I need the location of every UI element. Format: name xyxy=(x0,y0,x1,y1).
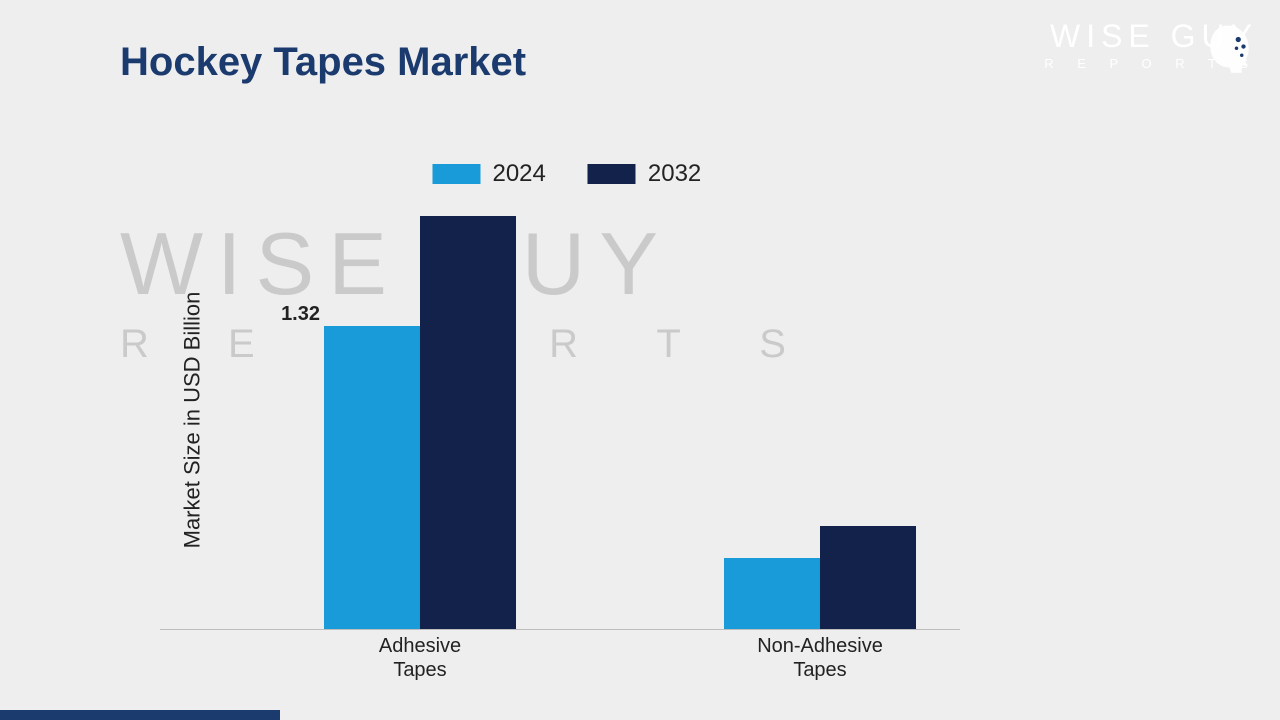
report-chart-container: WISE GUY R E P O R T S Hockey Tapes Mark… xyxy=(0,0,1280,720)
bar-nonadhesive-2032 xyxy=(820,526,916,629)
bar-adhesive-2024 xyxy=(324,326,420,629)
legend-swatch-2032 xyxy=(588,164,636,184)
bottom-accent-bar xyxy=(0,710,280,720)
brand-logo: WISE GUY R E P O R T S xyxy=(998,20,1258,71)
legend-item-2032: 2032 xyxy=(588,160,701,188)
legend-swatch-2024 xyxy=(432,164,480,184)
bar-nonadhesive-2024 xyxy=(724,558,820,629)
category-label-nonadhesive: Non-Adhesive Tapes xyxy=(720,634,920,682)
legend-label-2032: 2032 xyxy=(648,160,701,188)
chart-area: Market Size in USD Billion 2024 2032 1.3… xyxy=(100,160,980,680)
chart-title: Hockey Tapes Market xyxy=(120,40,526,85)
right-brand-band xyxy=(980,0,1280,720)
bar-group-nonadhesive xyxy=(700,206,940,629)
plot-area: 1.32 xyxy=(160,206,960,630)
legend: 2024 2032 xyxy=(432,160,701,188)
head-silhouette-icon xyxy=(1198,22,1254,78)
legend-item-2024: 2024 xyxy=(432,160,545,188)
bar-adhesive-2032 xyxy=(420,216,516,629)
bar-group-adhesive: 1.32 xyxy=(300,206,540,629)
legend-label-2024: 2024 xyxy=(492,160,545,188)
bar-value-adhesive-2024: 1.32 xyxy=(224,303,320,326)
category-label-adhesive: Adhesive Tapes xyxy=(320,634,520,682)
